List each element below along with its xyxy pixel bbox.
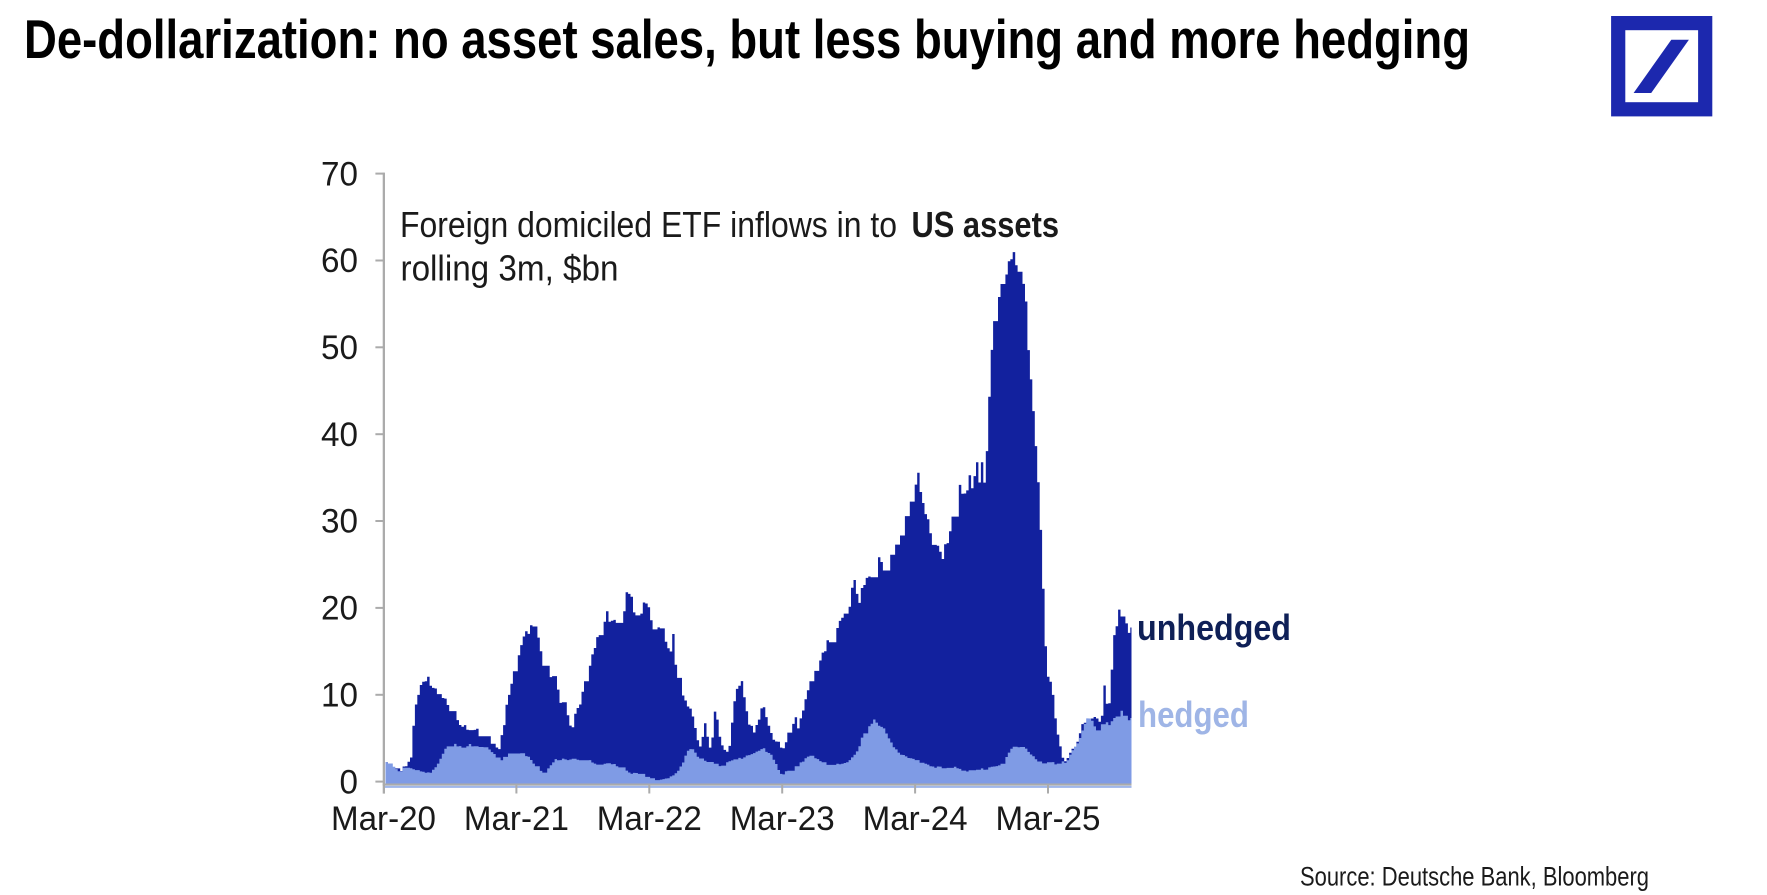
svg-text:rolling 3m, $bn: rolling 3m, $bn [401,248,619,289]
svg-text:10: 10 [321,677,358,715]
svg-text:Mar-23: Mar-23 [730,800,835,838]
svg-text:20: 20 [321,590,358,628]
svg-text:US assets: US assets [912,204,1060,245]
svg-text:Mar-20: Mar-20 [331,800,436,838]
svg-text:60: 60 [321,242,358,280]
svg-text:Mar-22: Mar-22 [597,800,702,838]
svg-text:40: 40 [321,416,358,454]
svg-text:70: 70 [321,155,358,193]
svg-text:Foreign domiciled ETF inflows: Foreign domiciled ETF inflows in to [400,204,897,245]
svg-text:De-dollarization: no asset sal: De-dollarization: no asset sales, but le… [24,8,1470,70]
svg-text:hedged: hedged [1138,694,1249,735]
svg-text:Mar-21: Mar-21 [464,800,569,838]
svg-text:50: 50 [321,329,358,367]
svg-text:30: 30 [321,503,358,541]
svg-text:Source: Deutsche Bank, Bloombe: Source: Deutsche Bank, Bloomberg [1300,862,1649,892]
svg-text:Mar-25: Mar-25 [996,800,1101,838]
svg-text:0: 0 [340,763,359,801]
svg-text:unhedged: unhedged [1137,607,1291,648]
svg-text:Mar-24: Mar-24 [863,800,968,838]
